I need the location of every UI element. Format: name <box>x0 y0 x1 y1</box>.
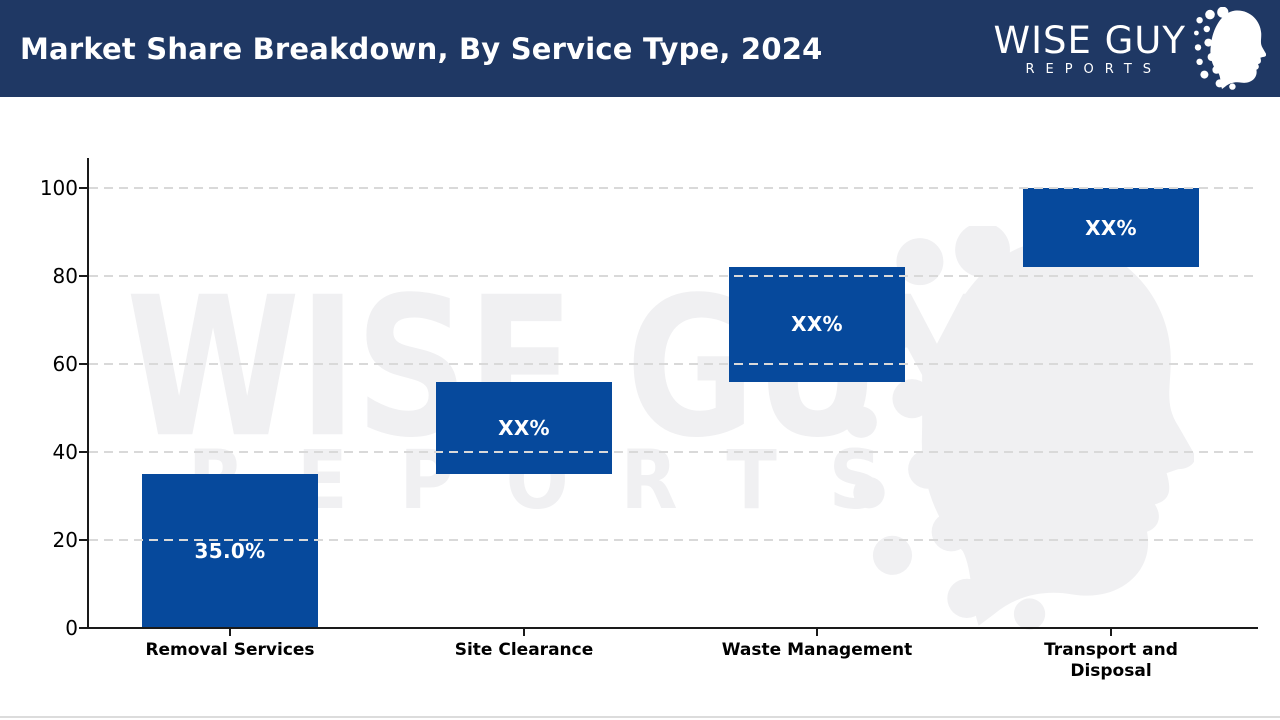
bottom-border-line <box>0 716 1280 718</box>
logo-text: WISE GUY REPORTS <box>994 22 1186 76</box>
logo-head-icon <box>1194 6 1266 90</box>
gridline-40 <box>89 451 1258 453</box>
xtick-mark-3 <box>1110 628 1112 636</box>
ytick-mark-100 <box>79 187 87 189</box>
xtick-label-2: Waste Management <box>721 640 913 660</box>
bar-2: XX% <box>729 267 905 382</box>
ytick-mark-20 <box>79 539 87 541</box>
ytick-mark-80 <box>79 275 87 277</box>
ytick-mark-60 <box>79 363 87 365</box>
bar-0: 35.0% <box>142 474 318 628</box>
xtick-label-1: Site Clearance <box>454 640 594 660</box>
ytick-label-60: 60 <box>52 352 78 376</box>
page-title: Market Share Breakdown, By Service Type,… <box>20 31 823 66</box>
wise-guy-logo: WISE GUY REPORTS <box>994 6 1266 91</box>
xtick-label-3: Transport and Disposal <box>1044 640 1178 682</box>
xtick-mark-0 <box>229 628 231 636</box>
gridline-80 <box>89 275 1258 277</box>
xtick-mark-2 <box>816 628 818 636</box>
bar-1: XX% <box>436 381 612 474</box>
xtick-mark-1 <box>523 628 525 636</box>
logo-wordmark: WISE GUY <box>993 18 1186 62</box>
bar-3: XX% <box>1023 188 1199 268</box>
ytick-label-0: 0 <box>65 616 78 640</box>
bar-value-label: 35.0% <box>194 539 266 563</box>
ytick-mark-0 <box>79 627 87 629</box>
gridline-100 <box>89 187 1258 189</box>
logo-subtitle: REPORTS <box>1025 61 1163 77</box>
header-band: Market Share Breakdown, By Service Type,… <box>0 0 1280 97</box>
gridline-20 <box>89 539 1258 541</box>
bar-value-label: XX% <box>1085 215 1137 240</box>
gridline-60 <box>89 363 1258 365</box>
bar-value-label: XX% <box>498 415 550 440</box>
ytick-label-80: 80 <box>52 264 78 288</box>
ytick-label-100: 100 <box>39 176 78 200</box>
y-axis-spine <box>87 158 89 629</box>
ytick-label-20: 20 <box>52 528 78 552</box>
ytick-mark-40 <box>79 451 87 453</box>
xtick-label-0: Removal Services <box>145 640 315 660</box>
bar-value-label: XX% <box>791 312 843 337</box>
ytick-label-40: 40 <box>52 440 78 464</box>
x-axis-spine <box>86 627 1258 629</box>
